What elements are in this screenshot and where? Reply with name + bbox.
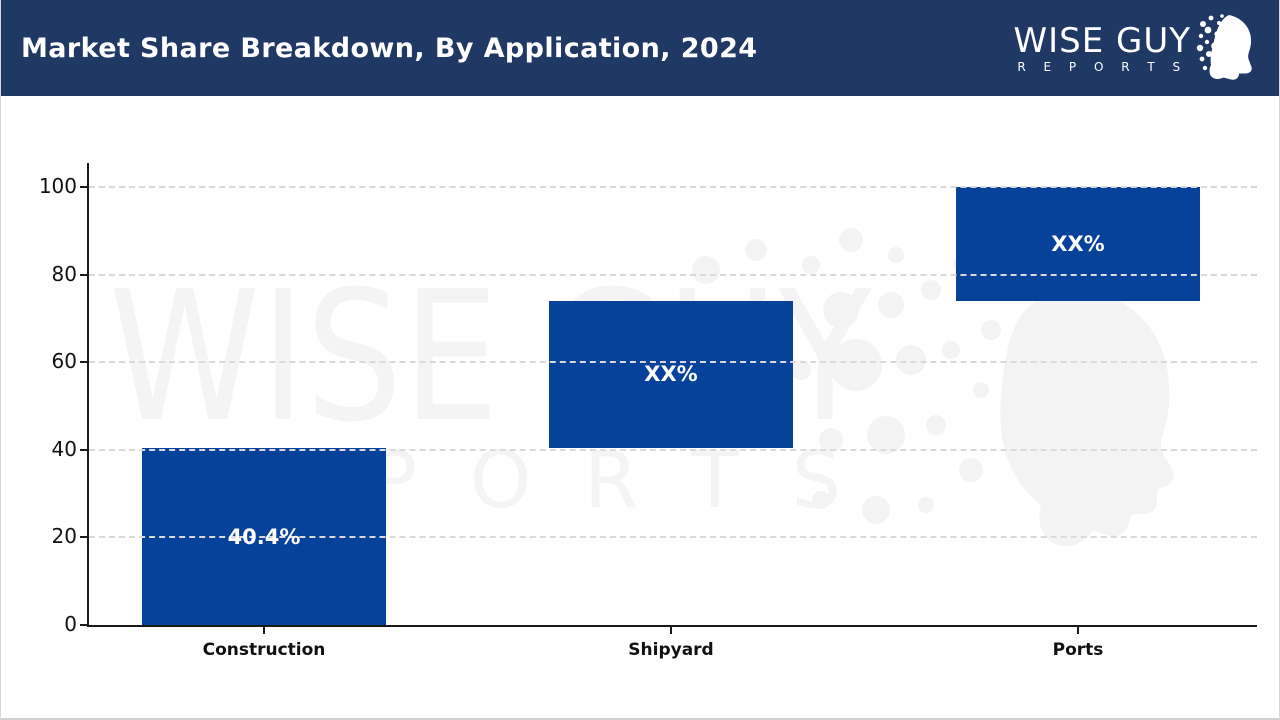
y-tick-label: 80 bbox=[51, 261, 77, 286]
page-title: Market Share Breakdown, By Application, … bbox=[21, 32, 758, 64]
logo-line2: R E P O R T S bbox=[1017, 59, 1188, 74]
y-tick-mark bbox=[80, 448, 89, 451]
bar-shipyard bbox=[549, 300, 793, 449]
y-axis-spine bbox=[87, 163, 89, 627]
y-tick-label: 100 bbox=[38, 174, 77, 198]
y-gridline bbox=[89, 536, 1257, 539]
y-tick-label: 20 bbox=[51, 524, 77, 549]
y-tick-mark bbox=[80, 624, 89, 626]
y-gridline bbox=[89, 273, 1257, 276]
y-tick-mark bbox=[80, 536, 89, 539]
logo-face-icon bbox=[1196, 14, 1252, 80]
y-gridline bbox=[89, 448, 1257, 451]
y-gridline bbox=[89, 186, 1257, 188]
bar-ports bbox=[956, 187, 1200, 301]
x-category-label: Construction bbox=[202, 640, 326, 660]
y-tick-label: 0 bbox=[64, 612, 77, 636]
bar-value-label: XX% bbox=[644, 362, 698, 387]
x-tick-mark bbox=[1077, 627, 1079, 634]
brand-logo: WISE GUY R E P O R T S bbox=[1013, 10, 1257, 86]
y-tick-label: 60 bbox=[51, 349, 77, 374]
header-banner: Market Share Breakdown, By Application, … bbox=[1, 0, 1279, 96]
bar-value-label: XX% bbox=[1051, 231, 1105, 256]
y-gridline bbox=[89, 361, 1257, 364]
x-category-label: Shipyard bbox=[628, 640, 714, 660]
x-category-label: Ports bbox=[1052, 640, 1104, 660]
bar-value-label: 40.4% bbox=[227, 524, 301, 549]
y-tick-mark bbox=[80, 361, 89, 364]
x-tick-mark bbox=[670, 627, 672, 634]
y-tick-mark bbox=[80, 186, 89, 188]
y-tick-label: 40 bbox=[51, 436, 77, 461]
logo-line1: WISE GUY bbox=[1013, 20, 1191, 61]
x-axis-spine bbox=[87, 625, 1257, 627]
logo-wordmark: WISE GUY R E P O R T S bbox=[1013, 24, 1191, 73]
y-tick-mark bbox=[80, 273, 89, 276]
x-tick-mark bbox=[263, 627, 265, 634]
